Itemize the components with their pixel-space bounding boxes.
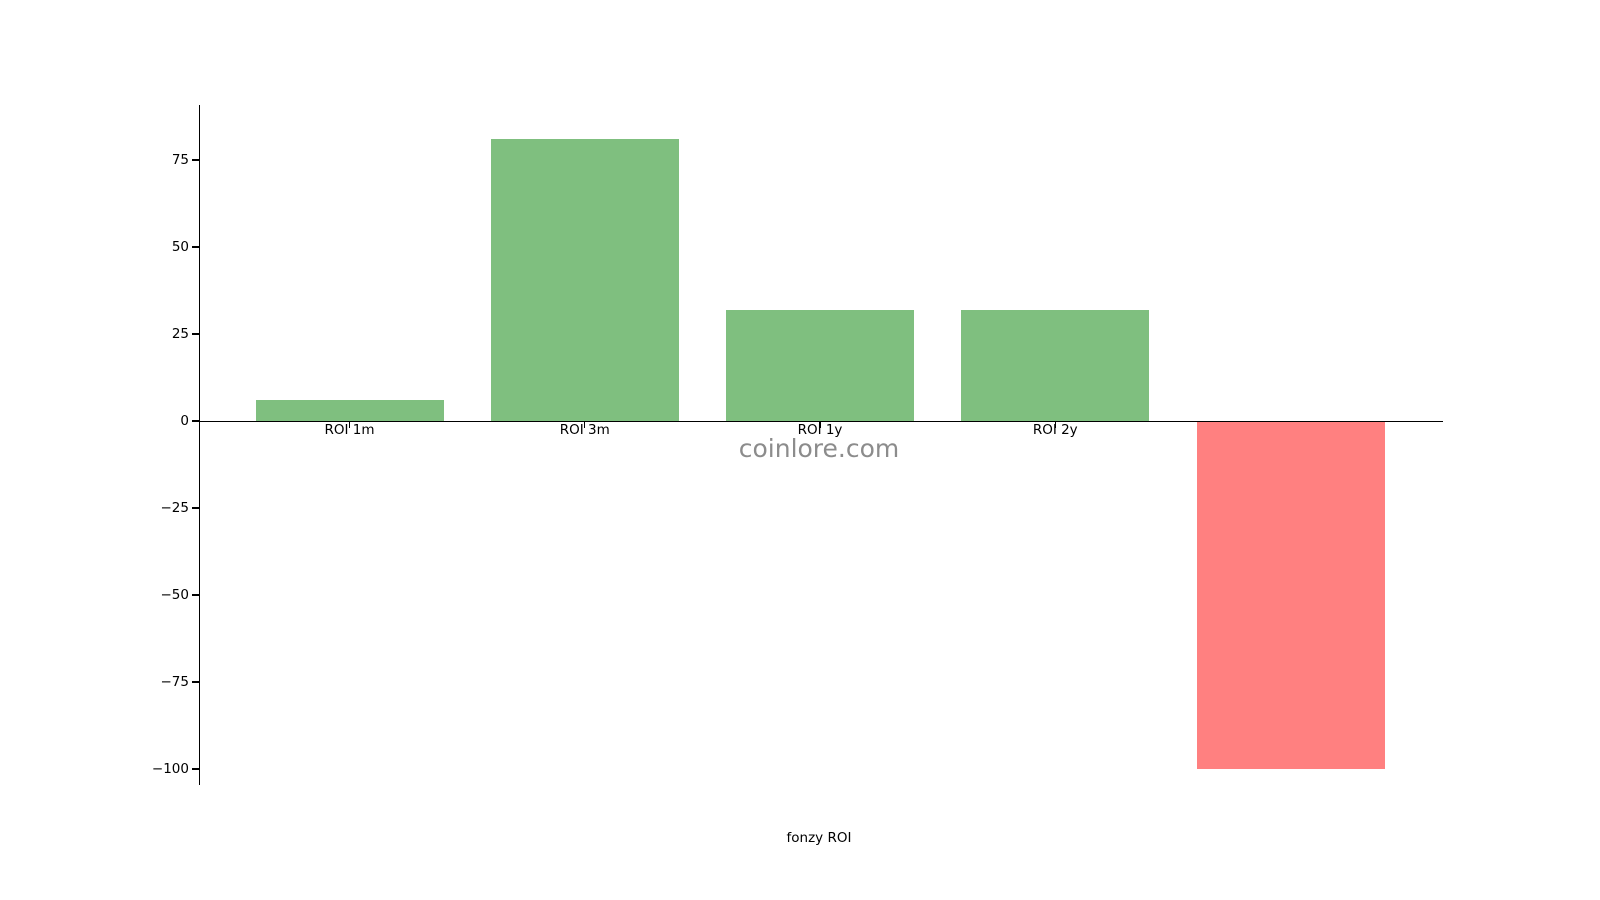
watermark-text: coinlore.com [738, 434, 900, 463]
x-axis-title: fonzy ROI [786, 830, 852, 846]
x-tick-mark [1054, 421, 1056, 428]
bar-roi-3m [490, 139, 679, 421]
bar-5 [1196, 421, 1385, 769]
y-tick-mark [192, 594, 199, 596]
y-tick-mark [192, 768, 199, 770]
bar-roi-1y [726, 309, 914, 421]
x-tick-label-roi-1y: ROI 1y [797, 421, 843, 438]
x-tick-label-roi-3m: ROI 3m [559, 421, 610, 438]
x-tick-mark [819, 421, 821, 428]
y-tick-label: 75 [171, 152, 189, 168]
y-tick-mark [192, 333, 199, 335]
y-tick-mark [192, 507, 199, 509]
bar-roi-2y [961, 309, 1150, 421]
y-tick-label: 50 [171, 239, 189, 255]
y-tick-mark [192, 681, 199, 683]
y-tick-label: −100 [151, 761, 189, 777]
y-tick-label: −75 [160, 674, 190, 690]
x-tick-mark [348, 421, 351, 428]
y-tick-label: 0 [180, 413, 189, 429]
y-tick-label: −25 [160, 500, 190, 516]
x-tick-mark [584, 421, 586, 428]
y-tick-mark [192, 246, 199, 248]
y-tick-label: −50 [160, 587, 190, 603]
x-tick-label-roi-1m: ROI 1m [324, 421, 375, 438]
y-tick-label: 25 [171, 326, 189, 342]
bar-roi-1m [255, 400, 444, 421]
y-axis-line [199, 105, 201, 785]
x-tick-label-roi-2y: ROI 2y [1032, 421, 1078, 438]
y-tick-mark [192, 420, 199, 422]
y-tick-mark [192, 159, 199, 161]
